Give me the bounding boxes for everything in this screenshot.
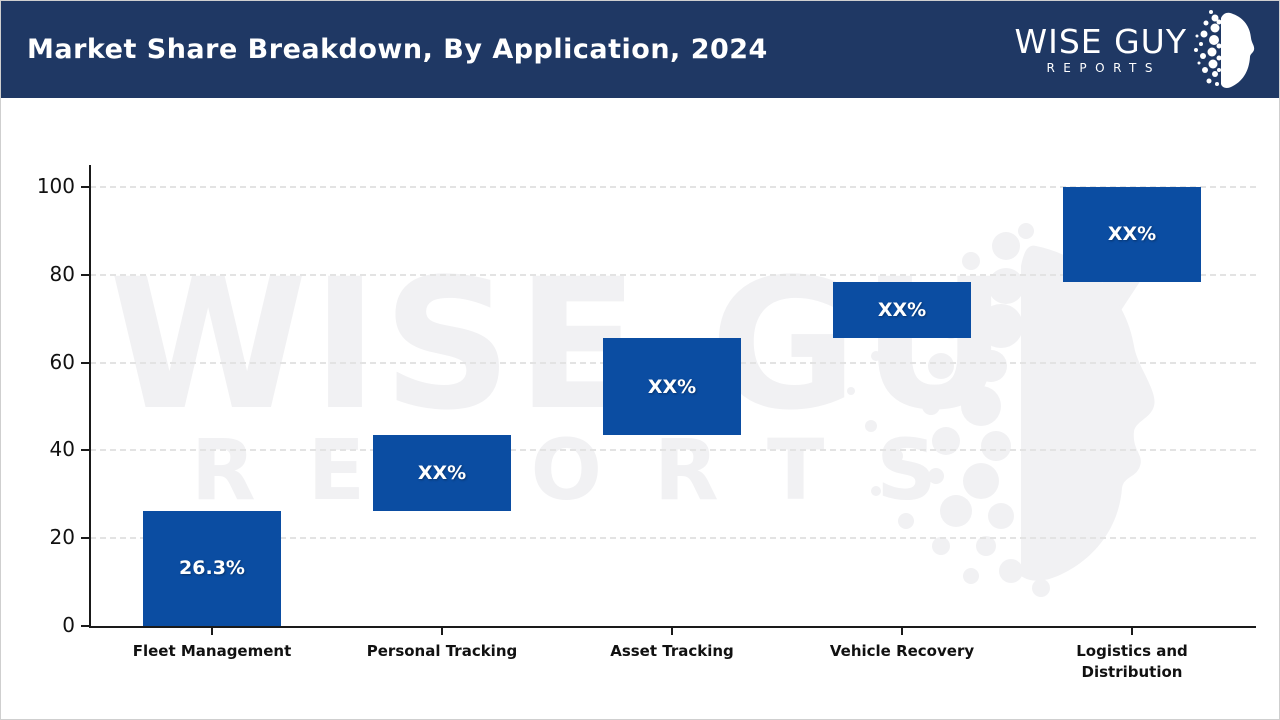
y-axis-tick-label: 0 — [62, 613, 75, 637]
x-axis-tick — [901, 628, 903, 635]
x-axis-line — [89, 626, 1256, 628]
x-axis-label: Vehicle Recovery — [829, 642, 975, 660]
bar-value-label: XX% — [647, 375, 697, 398]
y-axis-line — [89, 165, 91, 628]
y-axis-tick-label: 40 — [49, 437, 75, 462]
chart-area: WISE GUY REPORTS 0 20 40 60 — [1, 98, 1279, 719]
bar-segment: 26.3% — [143, 510, 281, 626]
x-axis-label: Logistics and Distribution — [1076, 642, 1188, 681]
bar-segment: XX% — [833, 281, 971, 339]
y-axis-tick — [81, 361, 89, 364]
watermark-subtext: REPORTS — [191, 421, 989, 519]
y-axis-tick-label: 80 — [49, 261, 75, 286]
y-axis-tick — [81, 273, 89, 276]
x-axis-tick — [211, 628, 213, 635]
gridline — [90, 537, 1256, 540]
bar-value-label: XX% — [877, 299, 927, 322]
bar-value-label: XX% — [1107, 223, 1157, 246]
bar-segment: XX% — [1063, 187, 1201, 282]
brand-wordmark: WISE GUY REPORTS — [1014, 25, 1187, 74]
watermark-head-graphic — [847, 223, 1155, 597]
bar-value-label: XX% — [417, 461, 467, 484]
brand-logo: WISE GUY REPORTS — [1014, 8, 1255, 92]
x-axis-label: Fleet Management — [132, 642, 292, 660]
header-bar: Market Share Breakdown, By Application, … — [1, 1, 1279, 98]
y-axis-tick — [81, 449, 89, 452]
x-axis-tick — [1131, 628, 1133, 635]
y-axis-tick — [81, 625, 89, 627]
y-axis-tick-label: 100 — [36, 174, 75, 198]
gridline — [90, 186, 1256, 188]
y-axis-tick-label: 20 — [49, 525, 75, 550]
y-axis-tick — [81, 537, 89, 540]
x-axis-tick — [671, 628, 673, 635]
brand-name: WISE GUY — [1014, 22, 1187, 61]
y-axis-tick — [81, 186, 89, 188]
y-axis-tick-label: 60 — [49, 349, 75, 374]
gridline — [90, 273, 1256, 276]
x-axis-label: Asset Tracking — [610, 642, 734, 660]
bar-value-label: 26.3% — [179, 557, 245, 580]
bar-segment: XX% — [603, 338, 741, 435]
gridline — [90, 449, 1256, 452]
brand-head-icon — [1194, 9, 1255, 88]
brand-subtitle: REPORTS — [1046, 61, 1161, 75]
bar-segment: XX% — [373, 434, 511, 511]
page-title: Market Share Breakdown, By Application, … — [27, 34, 768, 65]
x-axis-tick — [441, 628, 443, 635]
x-axis-label: Personal Tracking — [366, 642, 518, 660]
